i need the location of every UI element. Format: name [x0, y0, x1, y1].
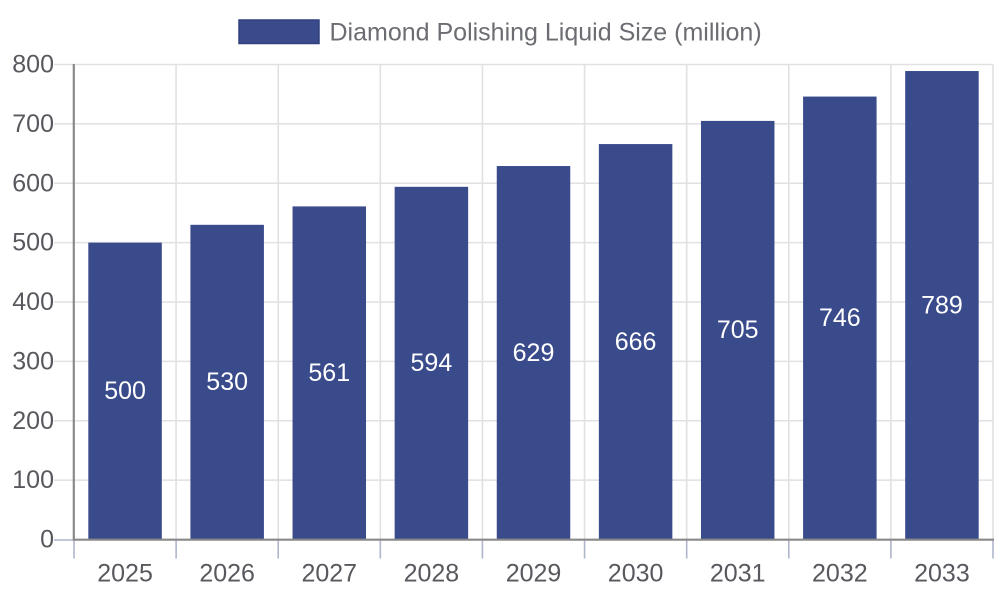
svg-text:705: 705	[717, 316, 759, 344]
svg-text:Diamond Polishing Liquid Size: Diamond Polishing Liquid Size (million)	[330, 19, 762, 47]
svg-text:666: 666	[615, 328, 657, 356]
svg-text:500: 500	[12, 229, 54, 257]
svg-text:2029: 2029	[506, 560, 562, 588]
svg-text:700: 700	[12, 110, 54, 138]
svg-text:2025: 2025	[97, 560, 153, 588]
svg-text:400: 400	[12, 288, 54, 316]
svg-text:594: 594	[411, 349, 453, 377]
svg-text:2032: 2032	[812, 560, 868, 588]
svg-text:746: 746	[819, 304, 861, 332]
svg-text:530: 530	[206, 368, 248, 396]
svg-text:2030: 2030	[608, 560, 664, 588]
svg-text:2028: 2028	[404, 560, 460, 588]
svg-text:800: 800	[12, 51, 54, 79]
svg-text:2033: 2033	[914, 560, 970, 588]
svg-text:561: 561	[308, 359, 350, 387]
svg-text:789: 789	[921, 291, 963, 319]
svg-text:2031: 2031	[710, 560, 766, 588]
svg-text:629: 629	[513, 339, 555, 367]
svg-text:0: 0	[40, 526, 54, 554]
svg-text:600: 600	[12, 169, 54, 197]
svg-text:2026: 2026	[199, 560, 255, 588]
svg-text:100: 100	[12, 466, 54, 494]
svg-text:2027: 2027	[301, 560, 357, 588]
svg-text:500: 500	[104, 377, 146, 405]
svg-text:300: 300	[12, 347, 54, 375]
svg-text:200: 200	[12, 407, 54, 435]
